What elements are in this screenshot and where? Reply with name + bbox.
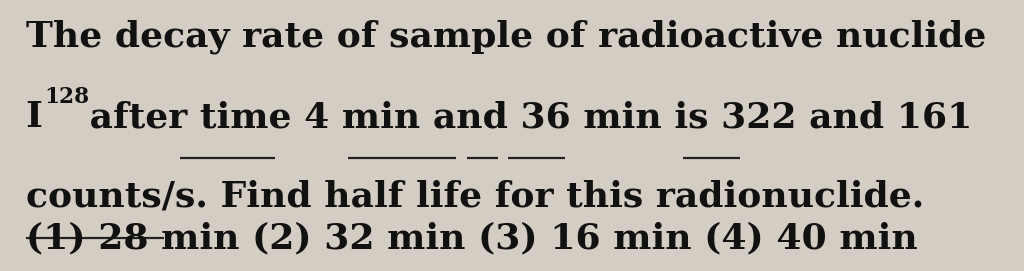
Text: after time 4 min and 36 min is 322 and 161: after time 4 min and 36 min is 322 and 1… (77, 101, 973, 134)
Text: 128: 128 (44, 86, 89, 108)
Text: The decay rate of sample of radioactive nuclide: The decay rate of sample of radioactive … (26, 20, 986, 54)
Text: (1) 28 min (2) 32 min (3) 16 min (4) 40 min: (1) 28 min (2) 32 min (3) 16 min (4) 40 … (26, 221, 918, 256)
Text: counts/s. Find half life for this radionuclide.: counts/s. Find half life for this radion… (26, 180, 924, 214)
Text: I: I (26, 101, 43, 134)
